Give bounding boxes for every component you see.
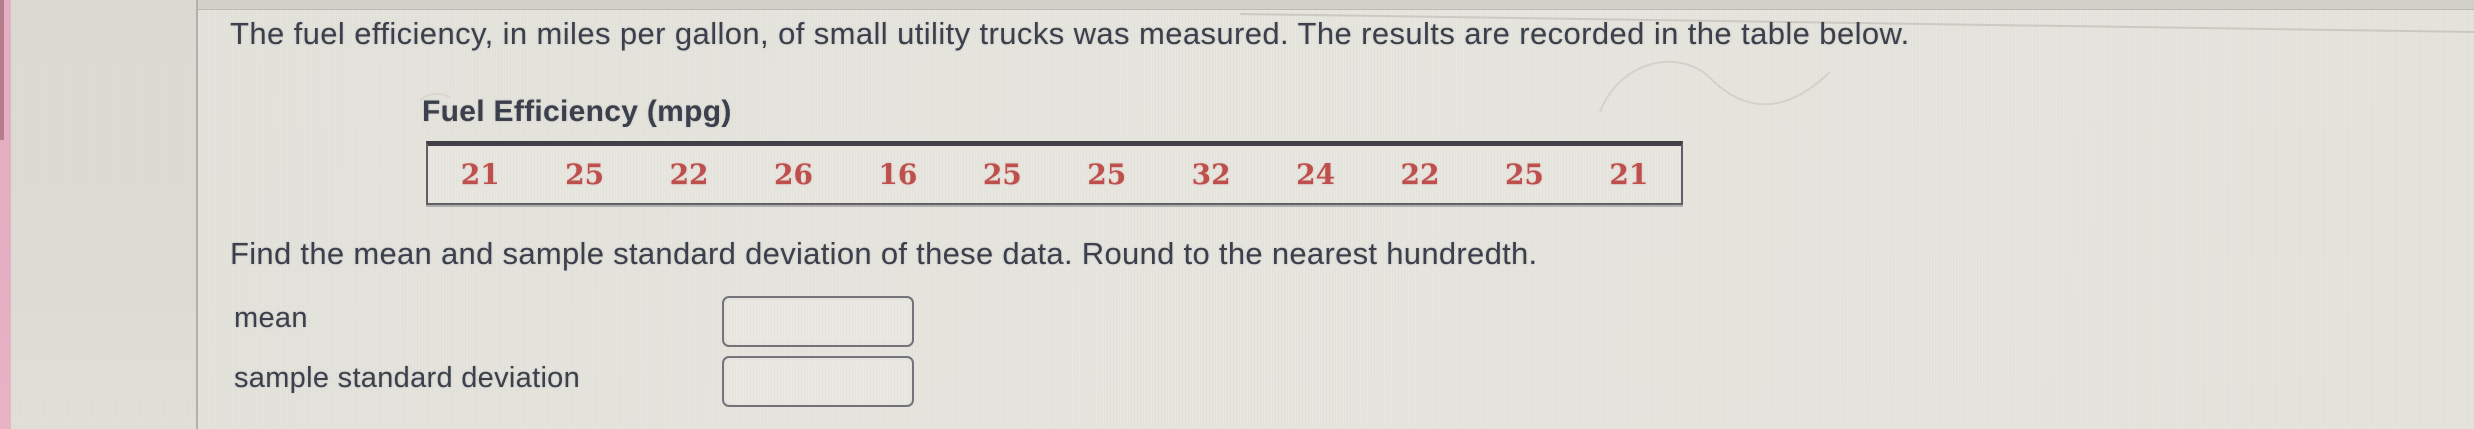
table-cell: 26	[773, 158, 813, 191]
panel-top-border	[198, 0, 2474, 10]
problem-instruction: Find the mean and sample standard deviat…	[230, 236, 1538, 271]
table-title: Fuel Efficiency (mpg)	[422, 95, 732, 128]
table-cell: 21	[460, 158, 500, 191]
problem-panel	[198, 0, 2474, 429]
table-cell: 22	[1400, 158, 1440, 191]
mean-input[interactable]	[722, 296, 914, 347]
table-cell: 25	[565, 158, 605, 191]
content-divider-line	[196, 0, 198, 429]
table-cell: 25	[982, 158, 1022, 191]
table-cell: 21	[1609, 158, 1649, 191]
mean-label: mean	[234, 302, 308, 334]
data-table: 21 25 22 26 16 25 25 32 24 22 25 21	[426, 141, 1683, 205]
sample-standard-deviation-input[interactable]	[722, 356, 914, 407]
table-cell: 25	[1504, 158, 1544, 191]
table-cell: 25	[1087, 158, 1127, 191]
table-cell: 22	[669, 158, 709, 191]
problem-statement: The fuel efficiency, in miles per gallon…	[230, 16, 1910, 51]
screen-edge-shadow	[0, 0, 4, 140]
table-cell: 24	[1296, 158, 1336, 191]
table-cell: 32	[1191, 158, 1231, 191]
left-margin-gutter	[11, 0, 196, 429]
sample-standard-deviation-label: sample standard deviation	[234, 362, 581, 394]
screen-edge-pink-strip	[0, 0, 11, 429]
table-cell: 16	[878, 158, 918, 191]
